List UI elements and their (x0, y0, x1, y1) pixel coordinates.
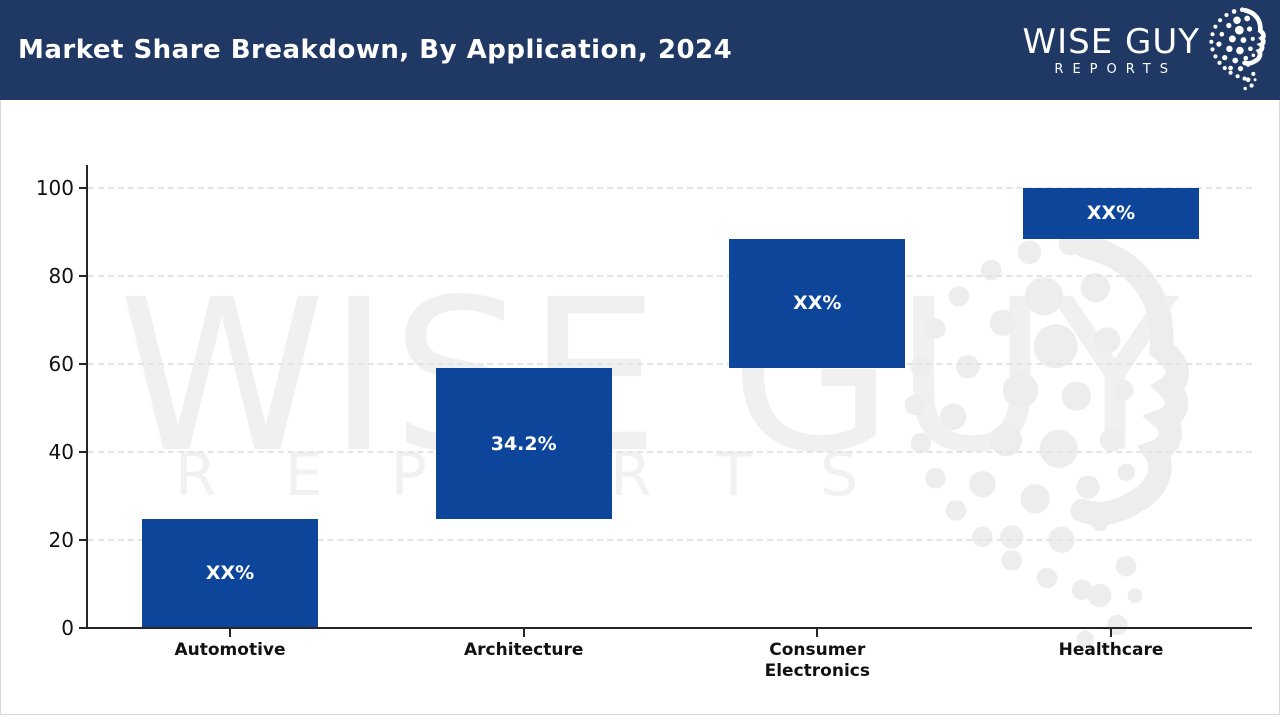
x-axis-line (86, 627, 1252, 629)
bar-segment: XX% (1023, 187, 1199, 239)
y-tick (79, 362, 88, 365)
y-tick (79, 186, 88, 189)
y-tick (79, 626, 88, 629)
y-axis-line (86, 165, 88, 629)
brand-logo: WISE GUY REPORTS (1022, 6, 1272, 94)
grid-line (88, 274, 1252, 277)
bar-value-label: 34.2% (490, 432, 557, 455)
grid-line (88, 450, 1252, 453)
y-tick-label: 0 (61, 615, 74, 640)
y-tick-label: 60 (48, 351, 74, 376)
bar-value-label: XX% (205, 562, 255, 585)
x-tick (1110, 629, 1112, 637)
bar-segment: XX% (729, 238, 906, 369)
y-tick (79, 450, 88, 453)
x-tick (229, 629, 231, 637)
page-title: Market Share Breakdown, By Application, … (18, 35, 733, 65)
x-category-label: Consumer Electronics (764, 640, 870, 681)
header: Market Share Breakdown, By Application, … (0, 0, 1280, 100)
brand-wordmark: WISE GUY REPORTS (1022, 24, 1200, 77)
bar-value-label: XX% (1086, 202, 1136, 225)
brand-face-icon (1202, 6, 1272, 94)
grid-line (88, 362, 1252, 365)
x-category-label: Automotive (174, 640, 286, 660)
brand-name: WISE GUY (1022, 21, 1200, 62)
y-tick (79, 538, 88, 541)
brand-subname: REPORTS (1054, 61, 1178, 77)
y-tick-label: 40 (48, 439, 74, 464)
y-tick-label: 80 (48, 263, 74, 288)
bar-segment: XX% (142, 518, 318, 628)
y-tick (79, 274, 88, 277)
x-tick (522, 629, 525, 637)
x-tick (816, 629, 819, 637)
bar-segment: 34.2% (435, 368, 612, 519)
x-category-label: Healthcare (1058, 640, 1164, 660)
x-category-label: Architecture (463, 640, 584, 660)
bar-value-label: XX% (793, 292, 842, 315)
grid-line (88, 538, 1252, 541)
y-tick-label: 100 (35, 175, 74, 200)
grid-line (88, 186, 1252, 189)
y-tick-label: 20 (48, 527, 74, 552)
